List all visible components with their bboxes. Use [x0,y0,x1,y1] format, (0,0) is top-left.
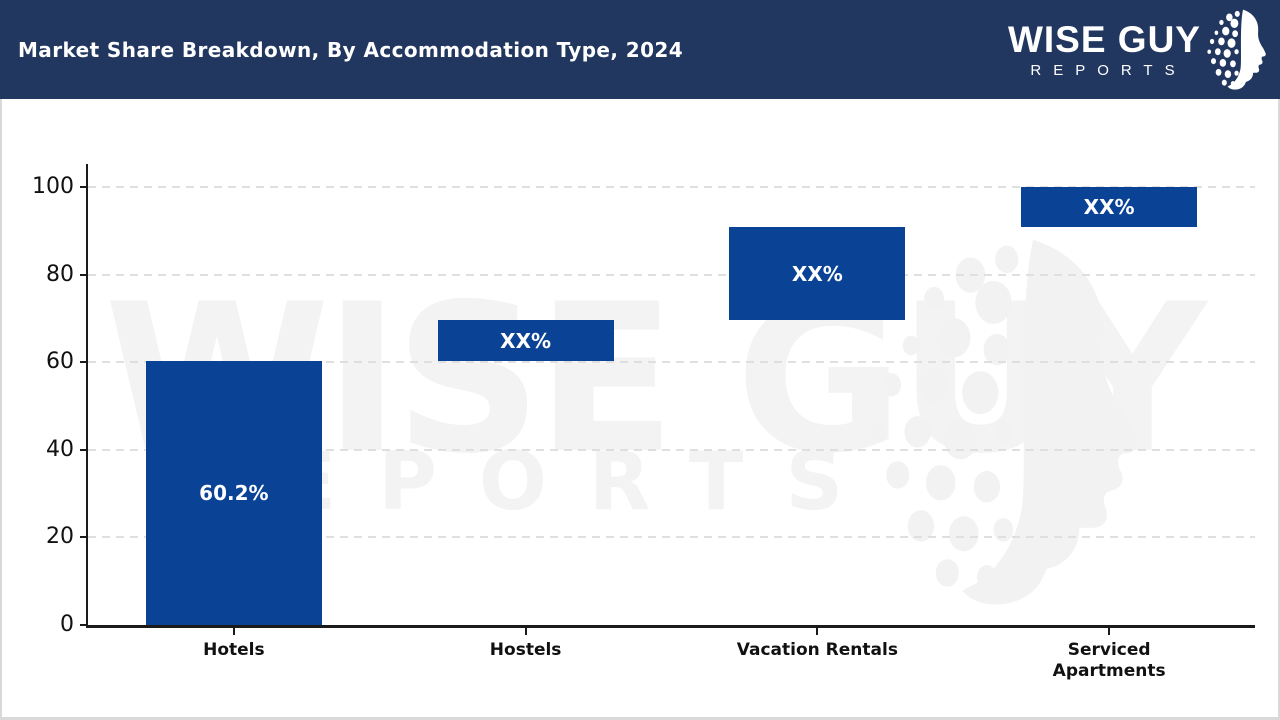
y-axis-tick-label: 0 [60,612,74,637]
bar-3 [1021,187,1198,228]
x-axis-tick-3 [1108,628,1111,635]
x-category-label: Hotels [203,640,265,660]
gridline-60 [88,361,1255,364]
x-axis-tick-0 [232,628,235,635]
y-axis-tick-label: 40 [46,436,74,462]
y-axis-tick-20 [80,536,86,539]
chart-title: Market Share Breakdown, By Accommodation… [18,37,684,62]
y-axis-tick-label: 100 [32,174,74,199]
brand-head-profile-dots-icon [1207,9,1266,90]
bar-value-label: XX% [1083,195,1135,220]
brand-logo-text: WISE GUY REPORTS [1007,18,1201,79]
x-axis-tick-2 [816,628,819,635]
y-axis-tick-80 [80,273,86,276]
y-axis-tick-100 [80,186,86,188]
bar-value-label: XX% [500,328,552,353]
page-right-border [1278,99,1280,717]
gridline-20 [88,536,1255,539]
x-category-label: Serviced Apartments [1052,640,1166,681]
page-bottom-border [0,717,1280,720]
gridline-100 [88,186,1255,188]
y-axis-tick-label: 60 [46,349,74,375]
y-axis-tick-label: 20 [46,524,74,550]
y-axis-tick-60 [80,361,86,364]
x-category-label: Vacation Rentals [736,640,898,660]
page-left-border [0,99,2,717]
bar-1 [437,319,614,362]
x-axis-line [86,625,1255,628]
x-axis-tick-1 [524,628,527,635]
bar-0 [145,361,322,625]
y-axis-tick-0 [80,624,86,626]
brand-logo: WISE GUY REPORTS [1008,3,1274,96]
x-category-label: Hostels [489,640,562,660]
gridline-40 [88,448,1255,451]
brand-subtitle: REPORTS [1030,61,1187,79]
gridline-80 [88,273,1255,276]
brand-name: WISE GUY [1007,18,1201,60]
y-axis-tick-label: 80 [46,261,74,287]
y-axis-tick-40 [80,448,86,451]
bar-value-label: XX% [791,261,843,286]
header: Market Share Breakdown, By Accommodation… [0,0,1280,99]
bar-value-label: 60.2% [199,481,269,506]
y-axis-line [86,164,88,628]
